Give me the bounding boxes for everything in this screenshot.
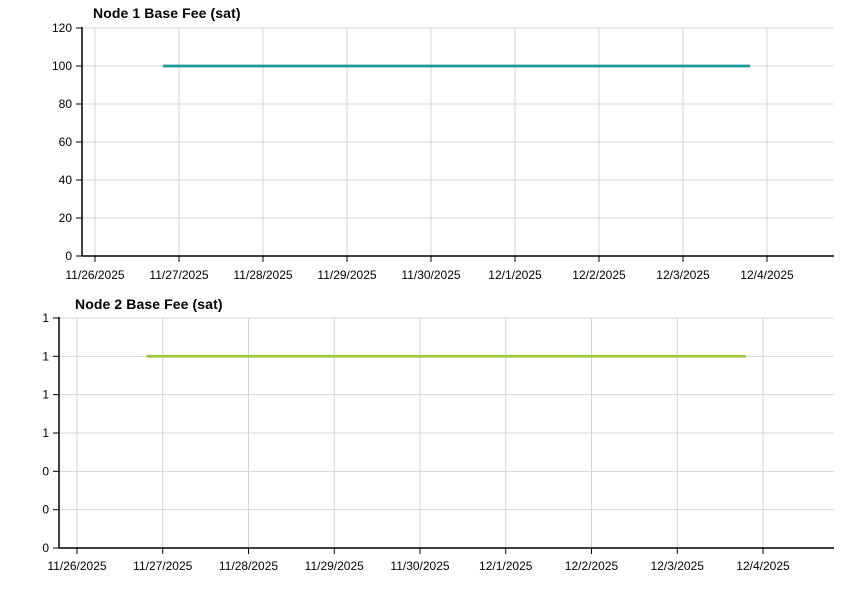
node1-chart-title: Node 1 Base Fee (sat) <box>93 5 241 21</box>
y-tick-label: 1 <box>42 311 49 325</box>
y-tick-label: 1 <box>42 349 49 363</box>
x-tick-label: 12/4/2025 <box>740 268 794 282</box>
x-tick-label: 12/3/2025 <box>656 268 710 282</box>
y-tick-label: 40 <box>59 173 73 187</box>
x-tick-label: 11/26/2025 <box>65 268 124 282</box>
node2-chart-title: Node 2 Base Fee (sat) <box>75 296 223 312</box>
x-tick-label: 12/1/2025 <box>479 559 533 573</box>
x-tick-label: 11/28/2025 <box>219 559 278 573</box>
y-tick-label: 80 <box>59 97 73 111</box>
x-tick-label: 12/2/2025 <box>572 268 626 282</box>
y-tick-label: 20 <box>59 211 73 225</box>
x-tick-label: 11/29/2025 <box>305 559 364 573</box>
y-tick-label: 1 <box>42 426 49 440</box>
x-tick-label: 11/30/2025 <box>401 268 460 282</box>
x-tick-label: 11/26/2025 <box>47 559 106 573</box>
x-tick-label: 12/4/2025 <box>736 559 790 573</box>
y-tick-label: 100 <box>52 59 72 73</box>
x-tick-label: 12/2/2025 <box>565 559 619 573</box>
y-tick-label: 1 <box>42 388 49 402</box>
x-tick-label: 11/30/2025 <box>390 559 449 573</box>
node2-base-fee-chart: 1 1 1 1 0 0 0 11/26/2025 11/27/2025 11/28/2025 11/… <box>42 311 834 573</box>
y-tick-label: 0 <box>42 464 49 478</box>
x-tick-label: 12/1/2025 <box>488 268 542 282</box>
y-tick-label: 120 <box>52 21 72 35</box>
y-tick-label: 0 <box>42 541 49 555</box>
x-tick-label: 12/3/2025 <box>651 559 705 573</box>
node1-base-fee-chart: 120 100 80 60 40 20 0 11/26/2025 11/27/2025 11/28… <box>52 21 834 282</box>
y-tick-label: 0 <box>42 503 49 517</box>
y-tick-label: 60 <box>59 135 73 149</box>
y-tick-label: 0 <box>65 249 72 263</box>
x-tick-label: 11/28/2025 <box>233 268 292 282</box>
x-tick-label: 11/29/2025 <box>317 268 376 282</box>
x-tick-label: 11/27/2025 <box>149 268 208 282</box>
x-tick-label: 11/27/2025 <box>133 559 192 573</box>
